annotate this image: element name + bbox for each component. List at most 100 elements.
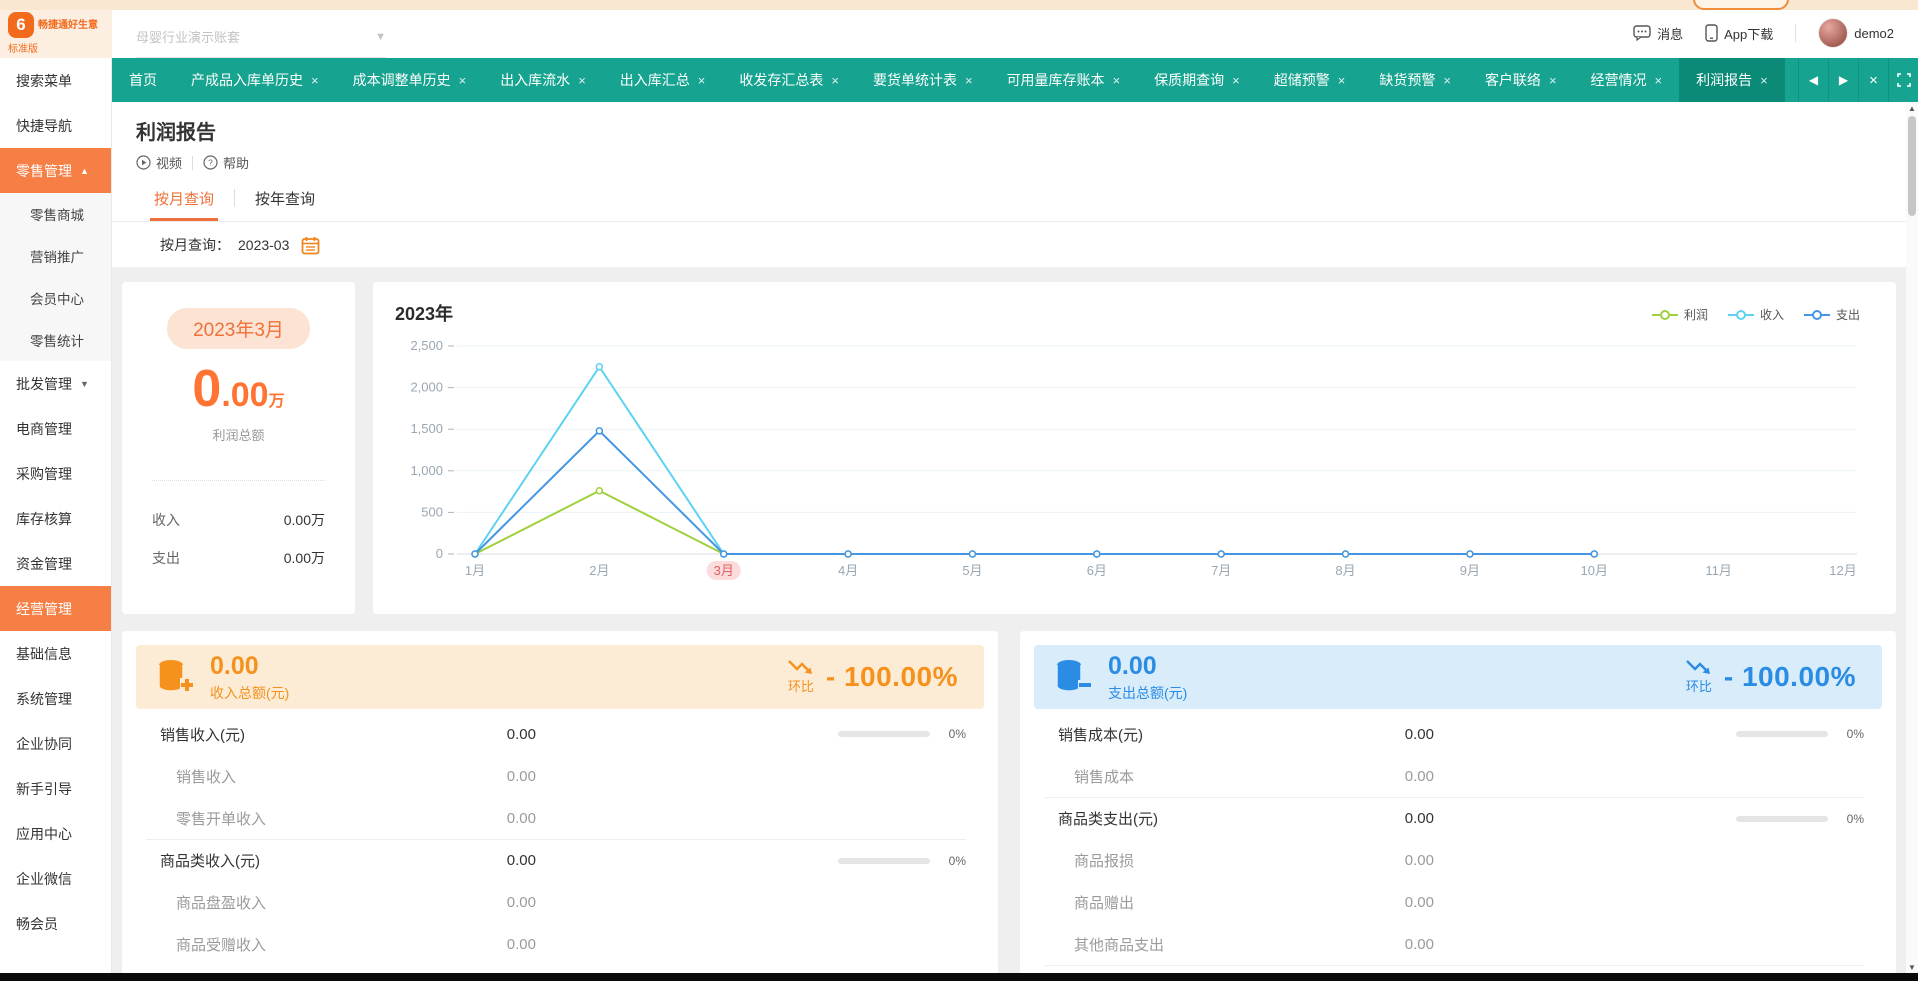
tab-close-icon[interactable]: ×	[311, 72, 319, 88]
progress-percent: 0%	[1846, 811, 1864, 826]
legend-item[interactable]: 利润	[1651, 306, 1708, 323]
sidebar-item-1[interactable]: 快捷导航	[0, 103, 111, 148]
tab-1[interactable]: 产成品入库单历史 ×	[174, 58, 336, 102]
tab-scroll-right-button[interactable]: ▶	[1828, 58, 1858, 102]
tab-0[interactable]: 首页	[112, 58, 174, 102]
sidebar-item-6[interactable]: 库存核算	[0, 496, 111, 541]
tab-10[interactable]: 缺货预警 ×	[1362, 58, 1468, 102]
tab-9[interactable]: 超储预警 ×	[1257, 58, 1363, 102]
tab-6[interactable]: 要货单统计表 ×	[856, 58, 990, 102]
tab-13[interactable]: 利润报告 ×	[1679, 58, 1785, 102]
tab-close-icon[interactable]: ×	[1548, 72, 1557, 88]
sidebar-item-2[interactable]: 零售管理 ▲	[0, 148, 111, 193]
sidebar-subitem-0[interactable]: 零售商城	[30, 208, 84, 223]
sidebar-item-7[interactable]: 资金管理	[0, 541, 111, 586]
tab-8[interactable]: 保质期查询 ×	[1137, 58, 1257, 102]
legend-marker-icon	[1727, 309, 1754, 320]
messages-button[interactable]: 消息	[1633, 24, 1683, 43]
tab-close-icon[interactable]: ×	[1443, 72, 1451, 88]
fullscreen-icon[interactable]	[1888, 58, 1918, 102]
account-row: 销售收入 0.00	[146, 755, 966, 797]
tab-close-icon[interactable]: ×	[1654, 72, 1663, 88]
sidebar-item-14[interactable]: 企业微信	[0, 856, 111, 901]
progress-percent: 0%	[1846, 727, 1864, 741]
profit-line-chart: 0 500 1,000 1,500 2,000 2,500 1月 2月 3月 4月 5月 6月 7月 8月…	[410, 338, 1857, 580]
expense-ratio-label: 环比	[1685, 679, 1712, 694]
account-select[interactable]: 母婴行业演示账套 ▼	[136, 22, 386, 58]
tab-4[interactable]: 出入库汇总 ×	[603, 58, 723, 102]
tab-close-icon[interactable]: ×	[831, 72, 839, 88]
profit-summary-card: 2023年3月 0.00万 利润总额 收入 0.00万 支出 0.00万	[122, 282, 355, 614]
account-row-label: 商品受赠收入	[176, 936, 267, 954]
progress-bar	[1736, 731, 1828, 737]
account-row-value: 0.00	[1404, 767, 1434, 785]
calendar-icon[interactable]	[301, 236, 320, 255]
tab-scroll-left-button[interactable]: ◀	[1798, 58, 1828, 102]
tab-2[interactable]: 成本调整单历史 ×	[336, 58, 484, 102]
tab-close-icon[interactable]: ×	[1232, 72, 1240, 88]
video-link[interactable]: 视频	[136, 153, 182, 172]
tab-bar: 首页 产成品入库单历史 × 成本调整单历史 × 出入库流水 × 出入库汇总 × 收发存汇总表 × 要货…	[112, 58, 1918, 102]
help-link[interactable]: ? 帮助	[203, 153, 249, 172]
expense-total-label: 支出总额(元)	[1108, 684, 1188, 701]
sidebar-item-15[interactable]: 畅会员	[0, 901, 111, 946]
sidebar-item-12[interactable]: 新手引导	[0, 766, 111, 811]
svg-text:8月: 8月	[1335, 563, 1355, 578]
sidebar-item-13[interactable]: 应用中心	[0, 811, 111, 856]
sidebar-subitem-3[interactable]: 零售统计	[30, 334, 84, 349]
account-row-label: 商品报损	[1074, 852, 1135, 870]
sidebar-item-3[interactable]: 批发管理 ▼	[0, 361, 111, 406]
sidebar-subitem-2[interactable]: 会员中心	[30, 292, 84, 307]
tab-3[interactable]: 出入库流水 ×	[483, 58, 603, 102]
app-download-button[interactable]: App下载	[1705, 24, 1773, 43]
progress-group: 0%	[1736, 727, 1864, 741]
sidebar-item-0[interactable]: 搜索菜单	[0, 58, 111, 103]
tab-close-icon[interactable]: ×	[964, 72, 973, 88]
tab-close-icon[interactable]: ×	[1337, 72, 1346, 88]
legend-label: 支出	[1835, 308, 1860, 322]
tab-label: 超储预警	[1273, 72, 1330, 88]
tab-yearly-query[interactable]: 按年查询	[255, 191, 316, 208]
top-pill-artifact	[1693, 0, 1789, 10]
tab-close-icon[interactable]: ×	[697, 72, 706, 88]
date-filter-value[interactable]: 2023-03	[238, 237, 290, 253]
tab-label: 首页	[129, 72, 157, 88]
tab-11[interactable]: 客户联络 ×	[1468, 58, 1574, 102]
svg-text:9月: 9月	[1460, 563, 1480, 578]
date-filter-row: 按月查询： 2023-03	[112, 222, 1906, 268]
tab-close-icon[interactable]: ×	[1760, 72, 1768, 88]
message-bubble-icon	[1633, 25, 1651, 41]
tab-label: 产成品入库单历史	[191, 72, 303, 88]
scroll-up-icon[interactable]: ▲	[1908, 103, 1916, 113]
sidebar-subitem-1[interactable]: 营销推广	[30, 250, 84, 265]
sidebar-item-10[interactable]: 系统管理	[0, 676, 111, 721]
sidebar-item-11[interactable]: 企业协同	[0, 721, 111, 766]
sidebar-item-9[interactable]: 基础信息	[0, 631, 111, 676]
sidebar-item-label: 资金管理	[16, 555, 72, 572]
tab-close-icon[interactable]: ×	[578, 72, 586, 88]
user-menu[interactable]: demo2	[1818, 18, 1894, 48]
sidebar-item-label: 批发管理	[16, 375, 72, 392]
tab-7[interactable]: 可用量库存账本 ×	[990, 58, 1138, 102]
sidebar-item-4[interactable]: 电商管理	[0, 406, 111, 451]
account-row: 销售成本 0.00	[1044, 755, 1864, 797]
close-all-tabs-button[interactable]: ×	[1858, 58, 1888, 102]
legend-item[interactable]: 收入	[1727, 306, 1784, 323]
sidebar-item-8[interactable]: 经营管理	[0, 586, 111, 631]
legend-item[interactable]: 支出	[1803, 306, 1860, 323]
vertical-scrollbar[interactable]: ▲ ▼	[1906, 102, 1918, 973]
tab-monthly-query[interactable]: 按月查询	[150, 188, 219, 221]
scrollbar-thumb[interactable]	[1908, 116, 1916, 216]
tab-12[interactable]: 经营情况 ×	[1574, 58, 1680, 102]
sidebar-item-5[interactable]: 采购管理	[0, 451, 111, 496]
scroll-down-icon[interactable]: ▼	[1908, 962, 1916, 972]
tab-close-icon[interactable]: ×	[458, 72, 467, 88]
trend-down-icon	[1685, 660, 1710, 674]
svg-text:12月: 12月	[1829, 563, 1856, 578]
chevron-down-icon: ▼	[80, 378, 89, 389]
progress-group: 0%	[1736, 812, 1864, 826]
tab-5[interactable]: 收发存汇总表 ×	[722, 58, 856, 102]
svg-text:4月: 4月	[838, 563, 858, 578]
tab-close-icon[interactable]: ×	[1112, 72, 1121, 88]
expense-ratio-value: - 100.00%	[1723, 661, 1856, 692]
